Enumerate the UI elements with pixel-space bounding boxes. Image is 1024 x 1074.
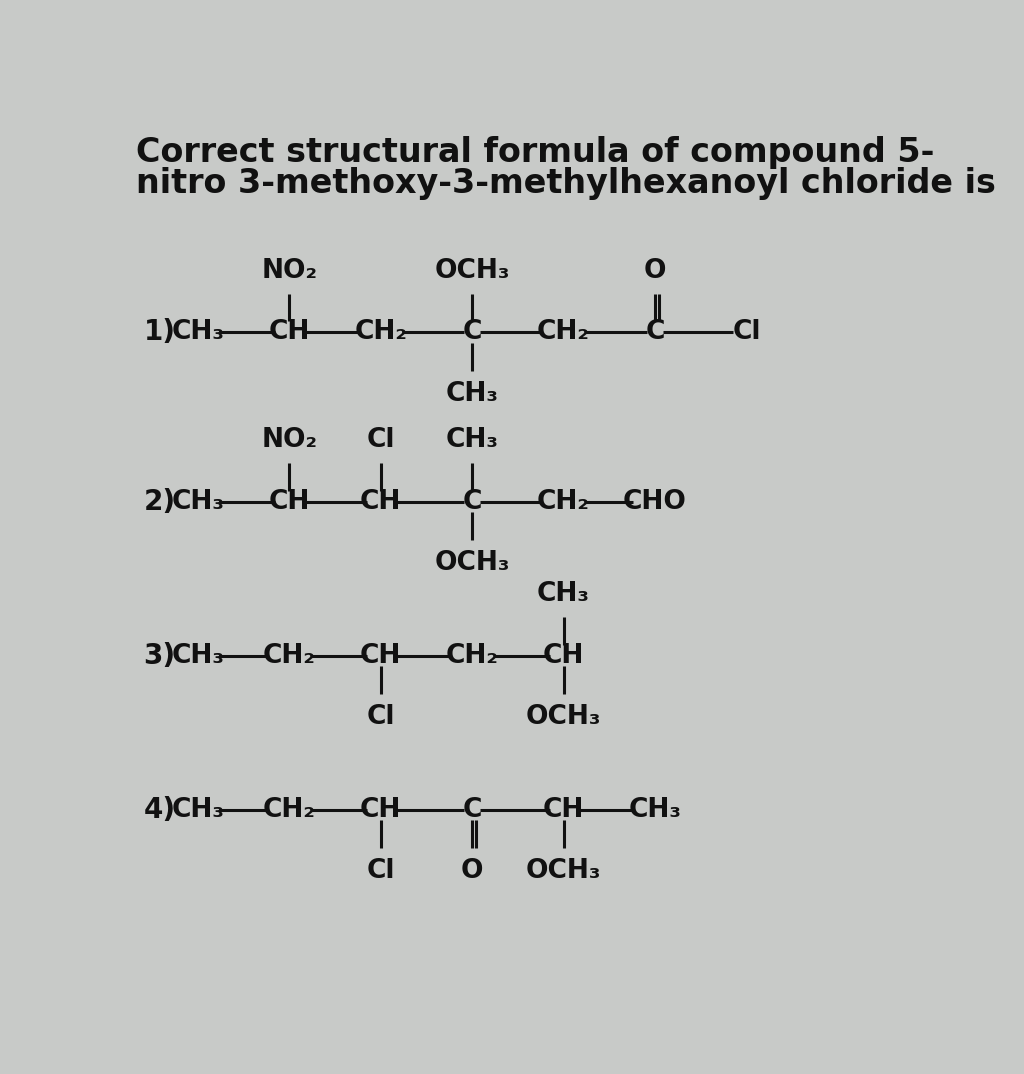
Text: O: O [461,858,483,884]
Text: CH₂: CH₂ [263,797,315,823]
Text: O: O [644,258,667,284]
Text: Cl: Cl [732,319,761,345]
Text: CH₃: CH₃ [445,381,499,407]
Text: CH₃: CH₃ [629,797,681,823]
Text: CH: CH [360,489,401,514]
Text: CH₂: CH₂ [538,489,590,514]
Text: OCH₃: OCH₃ [526,705,601,730]
Text: CH: CH [268,489,310,514]
Text: Correct structural formula of compound 5-: Correct structural formula of compound 5… [136,135,934,169]
Text: C: C [645,319,665,345]
Text: CH: CH [543,642,585,668]
Text: CHO: CHO [623,489,687,514]
Text: Cl: Cl [367,858,395,884]
Text: CH₂: CH₂ [354,319,408,345]
Text: 2): 2) [143,488,176,516]
Text: C: C [463,319,481,345]
Text: OCH₃: OCH₃ [434,258,510,284]
Text: NO₂: NO₂ [261,258,317,284]
Text: Cl: Cl [367,427,395,453]
Text: C: C [463,489,481,514]
Text: CH₃: CH₃ [171,797,224,823]
Text: nitro 3-methoxy-3-methylhexanoyl chloride is: nitro 3-methoxy-3-methylhexanoyl chlorid… [136,166,995,200]
Text: CH₂: CH₂ [445,642,499,668]
Text: CH: CH [268,319,310,345]
Text: OCH₃: OCH₃ [434,550,510,576]
Text: CH₂: CH₂ [538,319,590,345]
Text: NO₂: NO₂ [261,427,317,453]
Text: 3): 3) [143,641,176,669]
Text: CH₂: CH₂ [263,642,315,668]
Text: CH₃: CH₃ [171,489,224,514]
Text: OCH₃: OCH₃ [526,858,601,884]
Text: CH₃: CH₃ [171,319,224,345]
Text: CH₃: CH₃ [445,427,499,453]
Text: CH₃: CH₃ [171,642,224,668]
Text: C: C [463,797,481,823]
Text: CH: CH [543,797,585,823]
Text: CH: CH [360,797,401,823]
Text: 1): 1) [143,318,175,346]
Text: 4): 4) [143,796,176,824]
Text: Cl: Cl [367,705,395,730]
Text: CH₃: CH₃ [538,581,590,607]
Text: CH: CH [360,642,401,668]
